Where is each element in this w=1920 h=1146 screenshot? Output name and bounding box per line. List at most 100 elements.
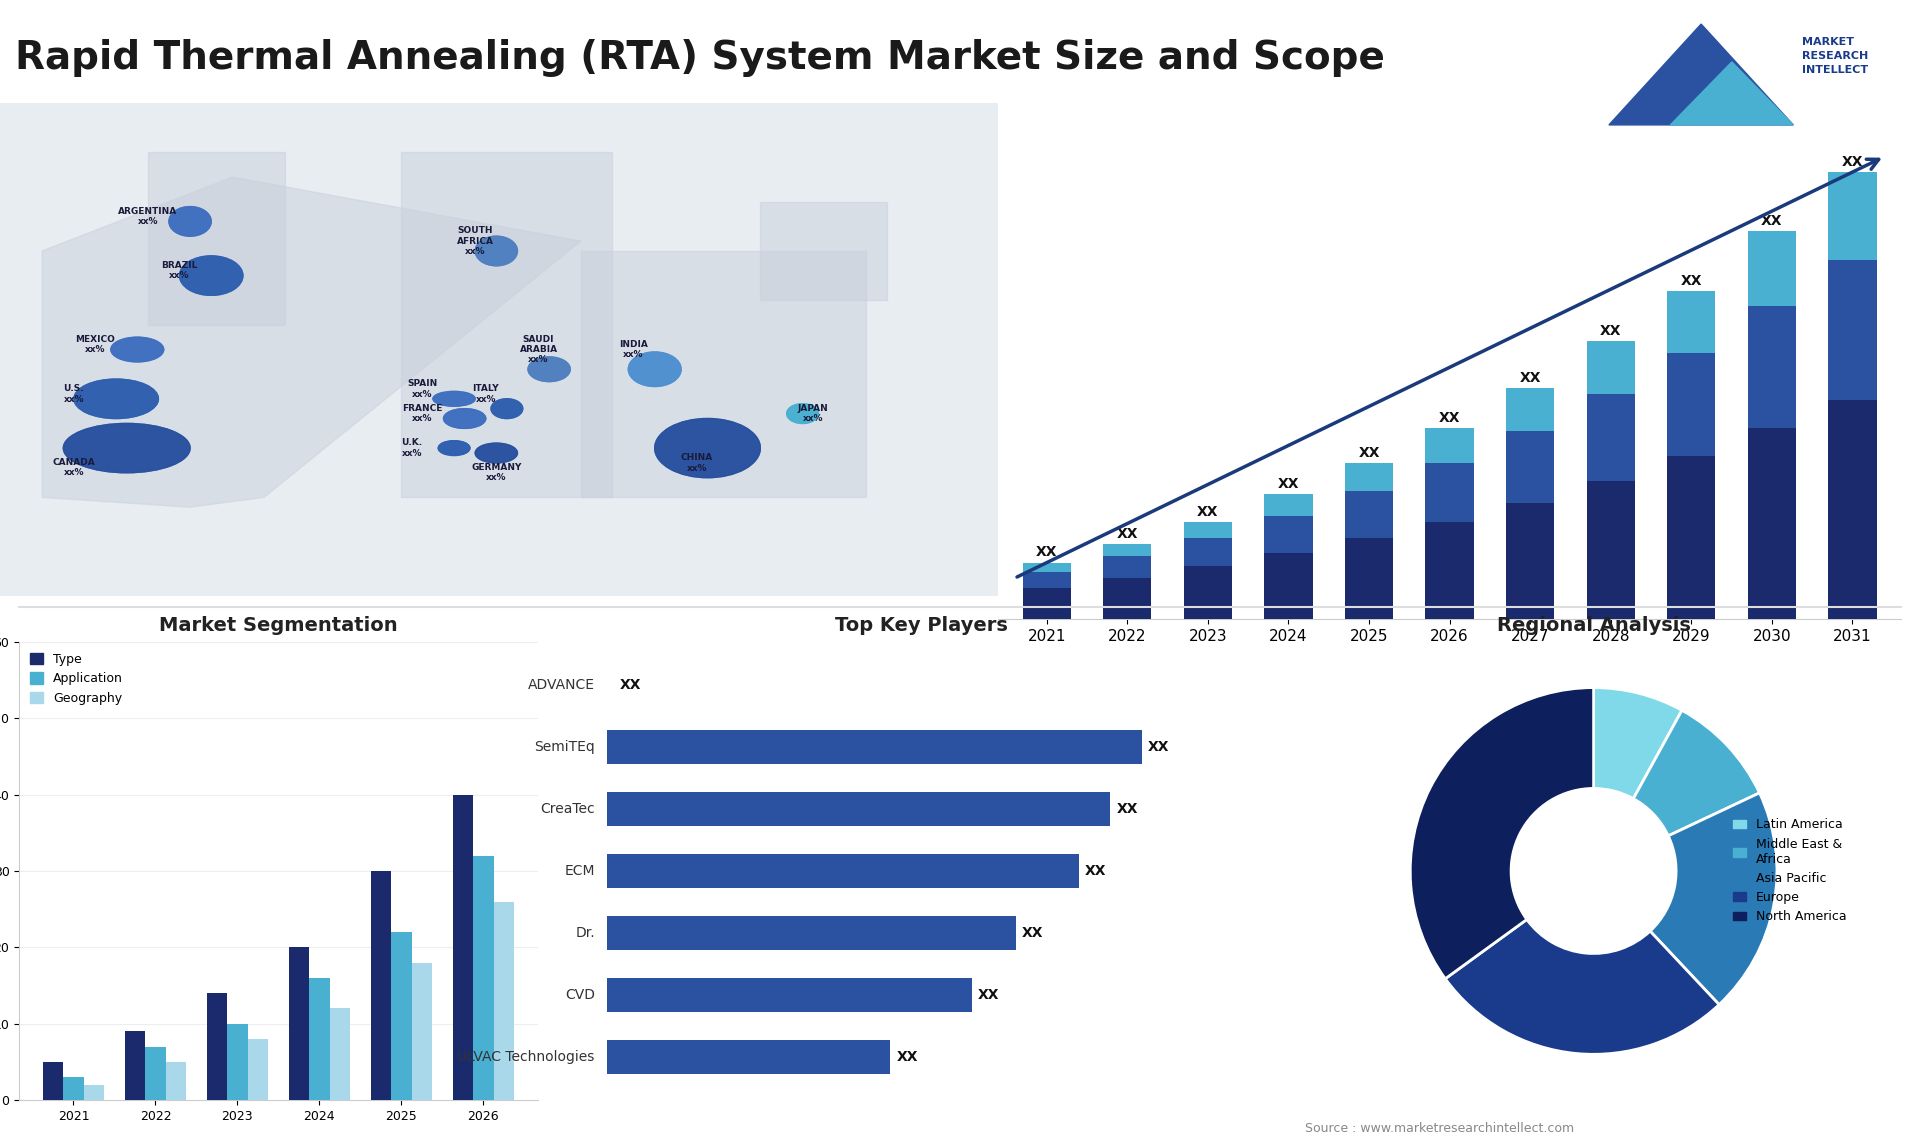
Bar: [607, 792, 1110, 826]
Polygon shape: [148, 152, 284, 325]
Bar: [1263, 516, 1313, 554]
Text: SPAIN
xx%: SPAIN xx%: [407, 379, 438, 399]
Bar: [1104, 544, 1152, 556]
Bar: [1104, 556, 1152, 579]
Text: Dr.: Dr.: [576, 926, 595, 940]
Bar: [1505, 431, 1555, 503]
Polygon shape: [760, 202, 887, 300]
Bar: [1263, 494, 1313, 516]
Ellipse shape: [169, 206, 211, 236]
Bar: [1344, 463, 1394, 490]
Bar: [1586, 340, 1636, 394]
Ellipse shape: [111, 337, 163, 362]
Bar: [1667, 456, 1715, 619]
Text: GERMANY
xx%: GERMANY xx%: [470, 463, 522, 482]
Bar: [288, 948, 309, 1100]
Wedge shape: [1411, 688, 1594, 979]
Bar: [1828, 172, 1876, 259]
Ellipse shape: [180, 256, 242, 296]
Bar: [1104, 579, 1152, 619]
Text: CreaTec: CreaTec: [540, 802, 595, 816]
Bar: [84, 1085, 104, 1100]
Wedge shape: [1594, 688, 1682, 799]
Ellipse shape: [476, 444, 516, 463]
Text: MARKET
RESEARCH
INTELLECT: MARKET RESEARCH INTELLECT: [1803, 37, 1868, 74]
Polygon shape: [0, 103, 1056, 596]
Ellipse shape: [787, 403, 818, 423]
Text: U.K.
xx%: U.K. xx%: [401, 439, 422, 457]
Bar: [607, 978, 972, 1012]
Text: SAUDI
ARABIA
xx%: SAUDI ARABIA xx%: [520, 335, 557, 364]
Text: INDIA
xx%: INDIA xx%: [618, 340, 649, 359]
Bar: [1344, 537, 1394, 619]
Ellipse shape: [73, 379, 157, 418]
Text: CANADA
xx%: CANADA xx%: [52, 458, 96, 478]
Text: XX: XX: [1198, 505, 1219, 519]
Ellipse shape: [432, 392, 476, 406]
Text: SOUTH
AFRICA
xx%: SOUTH AFRICA xx%: [457, 226, 493, 256]
Bar: [1505, 387, 1555, 431]
Text: XX: XX: [977, 988, 1000, 1002]
Bar: [371, 871, 392, 1100]
Polygon shape: [1670, 62, 1793, 125]
Text: XX: XX: [1117, 527, 1139, 541]
Text: XX: XX: [1761, 214, 1782, 228]
Text: XX: XX: [1037, 545, 1058, 559]
Text: MEXICO
xx%: MEXICO xx%: [75, 335, 115, 354]
Bar: [309, 978, 330, 1100]
Text: ULVAC Technologies: ULVAC Technologies: [457, 1050, 595, 1063]
Bar: [1828, 259, 1876, 400]
Text: Source : www.marketresearchintellect.com: Source : www.marketresearchintellect.com: [1306, 1122, 1574, 1135]
Bar: [453, 794, 472, 1100]
Ellipse shape: [63, 424, 190, 473]
Text: XX: XX: [620, 678, 641, 692]
Text: XX: XX: [1841, 155, 1862, 168]
Text: ADVANCE: ADVANCE: [528, 678, 595, 692]
Bar: [63, 1077, 84, 1100]
Legend: Type, Application, Geography: Type, Application, Geography: [25, 647, 129, 709]
Text: CVD: CVD: [564, 988, 595, 1002]
Bar: [146, 1046, 165, 1100]
Ellipse shape: [73, 379, 157, 418]
Bar: [248, 1039, 269, 1100]
Text: XX: XX: [1519, 370, 1542, 385]
Bar: [1667, 353, 1715, 456]
Text: XX: XX: [897, 1050, 918, 1063]
Wedge shape: [1634, 711, 1759, 835]
Wedge shape: [1649, 793, 1776, 1005]
Bar: [607, 1039, 891, 1074]
Bar: [207, 994, 227, 1100]
Bar: [1667, 291, 1715, 353]
Bar: [227, 1023, 248, 1100]
Polygon shape: [582, 251, 866, 497]
Ellipse shape: [476, 236, 516, 266]
Bar: [472, 856, 493, 1100]
Ellipse shape: [444, 409, 486, 429]
Bar: [1263, 554, 1313, 619]
Text: SemiTEq: SemiTEq: [534, 740, 595, 754]
Text: XX: XX: [1599, 323, 1622, 338]
Title: Top Key Players: Top Key Players: [835, 615, 1008, 635]
Text: ECM: ECM: [564, 864, 595, 878]
Text: XX: XX: [1277, 477, 1300, 490]
Text: ITALY
xx%: ITALY xx%: [472, 384, 499, 403]
Bar: [1505, 503, 1555, 619]
Text: XX: XX: [1116, 802, 1139, 816]
Text: XX: XX: [1148, 740, 1169, 754]
Bar: [1185, 537, 1233, 566]
Bar: [330, 1008, 349, 1100]
Polygon shape: [401, 152, 612, 497]
Ellipse shape: [432, 392, 476, 406]
Bar: [411, 963, 432, 1100]
Bar: [1425, 463, 1475, 521]
Ellipse shape: [492, 399, 522, 418]
Ellipse shape: [111, 337, 163, 362]
Bar: [1185, 566, 1233, 619]
Bar: [1747, 231, 1795, 306]
Ellipse shape: [169, 206, 211, 236]
Bar: [607, 854, 1079, 888]
Ellipse shape: [492, 399, 522, 418]
Bar: [493, 902, 515, 1100]
Bar: [42, 1062, 63, 1100]
Bar: [165, 1062, 186, 1100]
